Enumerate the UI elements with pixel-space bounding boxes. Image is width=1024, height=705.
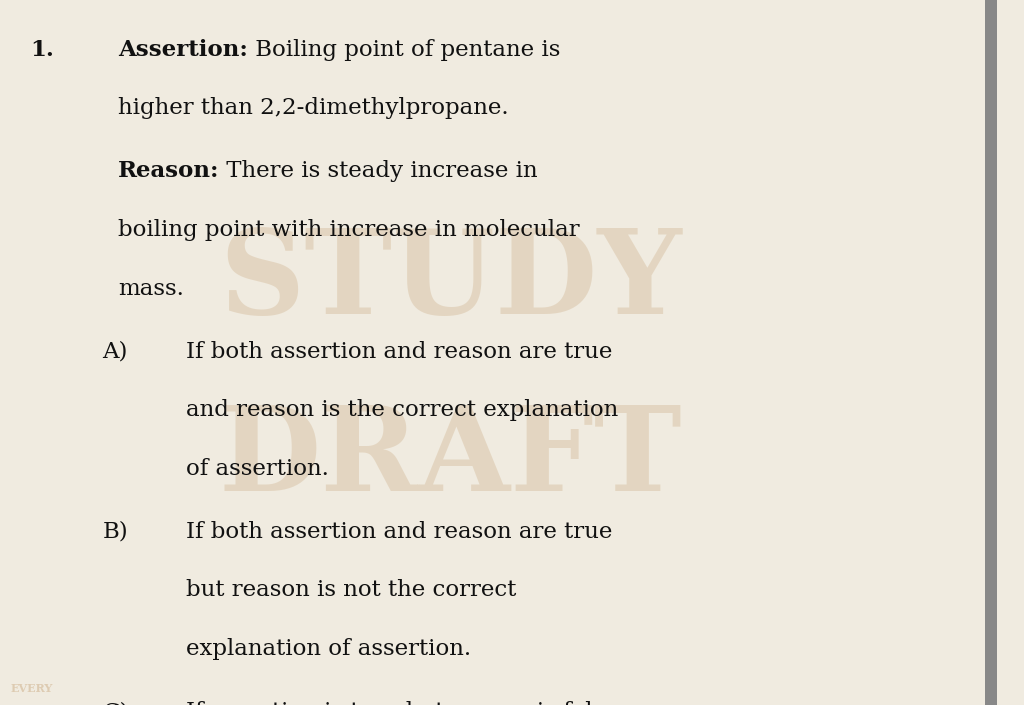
Text: A): A) (102, 341, 128, 362)
Bar (985, 0, 997, 705)
Text: of assertion.: of assertion. (186, 458, 330, 479)
Text: There is steady increase in: There is steady increase in (219, 161, 538, 183)
Text: higher than 2,2-dimethylpropane.: higher than 2,2-dimethylpropane. (118, 97, 508, 119)
Text: but reason is not the correct: but reason is not the correct (186, 580, 517, 601)
Text: explanation of assertion.: explanation of assertion. (186, 638, 471, 660)
Text: If both assertion and reason are true: If both assertion and reason are true (186, 341, 612, 362)
Text: 1.: 1. (31, 39, 54, 61)
Text: Reason:: Reason: (118, 161, 219, 183)
Text: If both assertion and reason are true: If both assertion and reason are true (186, 521, 612, 543)
Text: DRAFT: DRAFT (219, 400, 682, 516)
Text: mass.: mass. (118, 278, 183, 300)
Text: EVERY: EVERY (10, 683, 52, 694)
Text: Boiling point of pentane is: Boiling point of pentane is (248, 39, 560, 61)
Text: boiling point with increase in molecular: boiling point with increase in molecular (118, 219, 580, 241)
Text: Assertion:: Assertion: (118, 39, 248, 61)
Text: If assertion is true but reason is false.: If assertion is true but reason is false… (186, 701, 626, 705)
Text: B): B) (102, 521, 128, 543)
Text: and reason is the correct explanation: and reason is the correct explanation (186, 399, 618, 421)
Text: STUDY: STUDY (219, 224, 682, 340)
Text: C): C) (102, 701, 129, 705)
